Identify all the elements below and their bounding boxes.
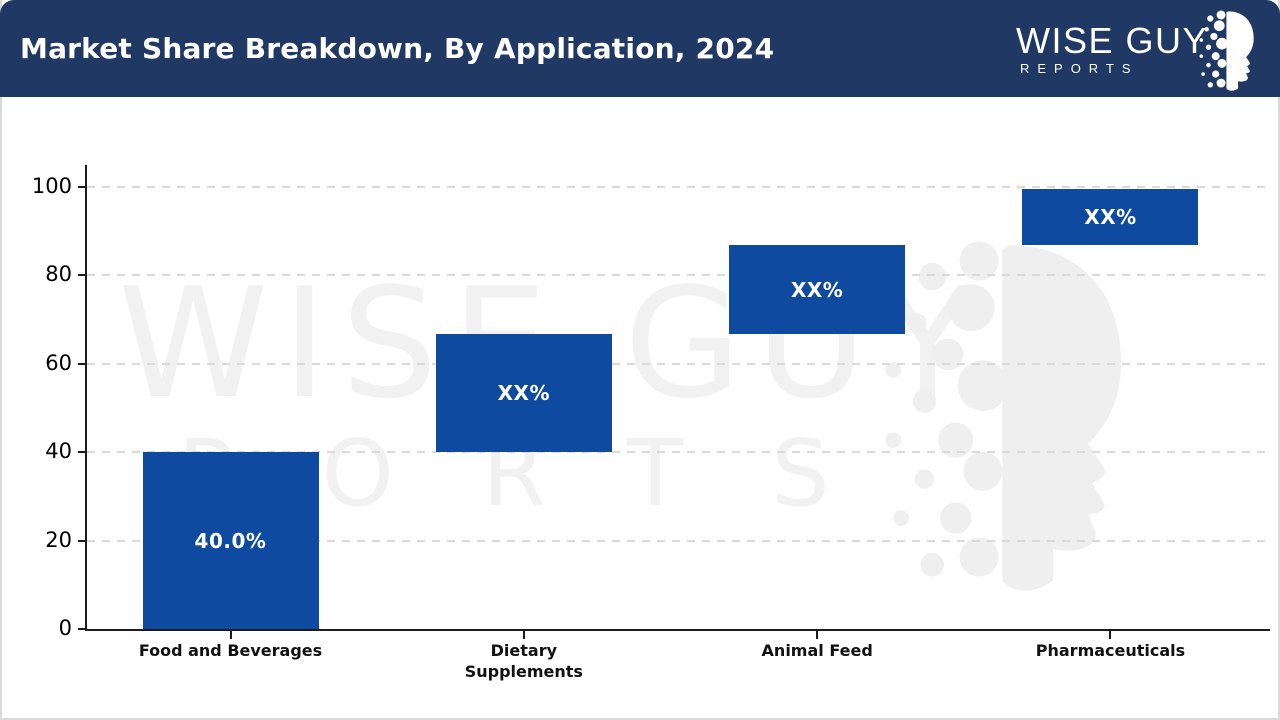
- bar-value-label: XX%: [1084, 205, 1137, 230]
- category-label: Animal Feed: [761, 641, 873, 660]
- bar-value-label: 40.0%: [194, 528, 267, 553]
- x-axis-line: [85, 629, 1270, 631]
- page-title: Market Share Breakdown, By Application, …: [20, 32, 775, 65]
- brand-wordmark: WISE GUY REPORTS: [1015, 19, 1208, 76]
- gridline-60: [87, 362, 1268, 365]
- gridline-20: [87, 539, 1268, 542]
- bar-2: XX%: [435, 333, 612, 453]
- category-label: Food and Beverages: [138, 641, 323, 660]
- y-tick-mark: [78, 362, 86, 365]
- y-tick-label: 40: [45, 439, 72, 464]
- y-axis-line: [85, 165, 87, 631]
- y-tick-label: 60: [45, 350, 72, 375]
- bar-value-label: XX%: [497, 380, 551, 405]
- gridline-100: [87, 186, 1268, 188]
- y-tick-label: 100: [31, 174, 72, 198]
- header-bar: Market Share Breakdown, By Application, …: [0, 0, 1280, 97]
- category-label: Dietary Supplements: [464, 641, 583, 681]
- y-tick-mark: [78, 451, 86, 454]
- bar-4: XX%: [1022, 189, 1199, 246]
- x-tick-mark: [229, 631, 232, 639]
- brand-logo: WISE GUY REPORTS: [1016, 6, 1266, 92]
- bar-1: 40.0%: [142, 452, 319, 629]
- y-tick-mark: [78, 539, 86, 542]
- y-tick-label: 80: [45, 262, 72, 287]
- y-tick-label: 0: [58, 616, 72, 640]
- brand-reports-label: REPORTS: [1019, 60, 1139, 76]
- y-tick-mark: [78, 274, 86, 277]
- bar-value-label: XX%: [790, 277, 844, 302]
- y-tick-mark: [78, 186, 86, 188]
- brand-name-label: WISE GUY: [1015, 19, 1208, 61]
- gridline-80: [87, 274, 1268, 277]
- brand-head-icon: [1199, 9, 1254, 91]
- category-label: Pharmaceuticals: [1035, 641, 1186, 660]
- y-tick-mark: [78, 628, 86, 630]
- watermark-head-icon: [885, 241, 1122, 591]
- gridline-40: [87, 451, 1268, 454]
- x-tick-mark: [816, 631, 819, 639]
- x-tick-mark: [522, 631, 525, 639]
- x-tick-mark: [1109, 631, 1112, 639]
- y-tick-label: 20: [45, 527, 72, 552]
- bar-3: XX%: [729, 245, 906, 334]
